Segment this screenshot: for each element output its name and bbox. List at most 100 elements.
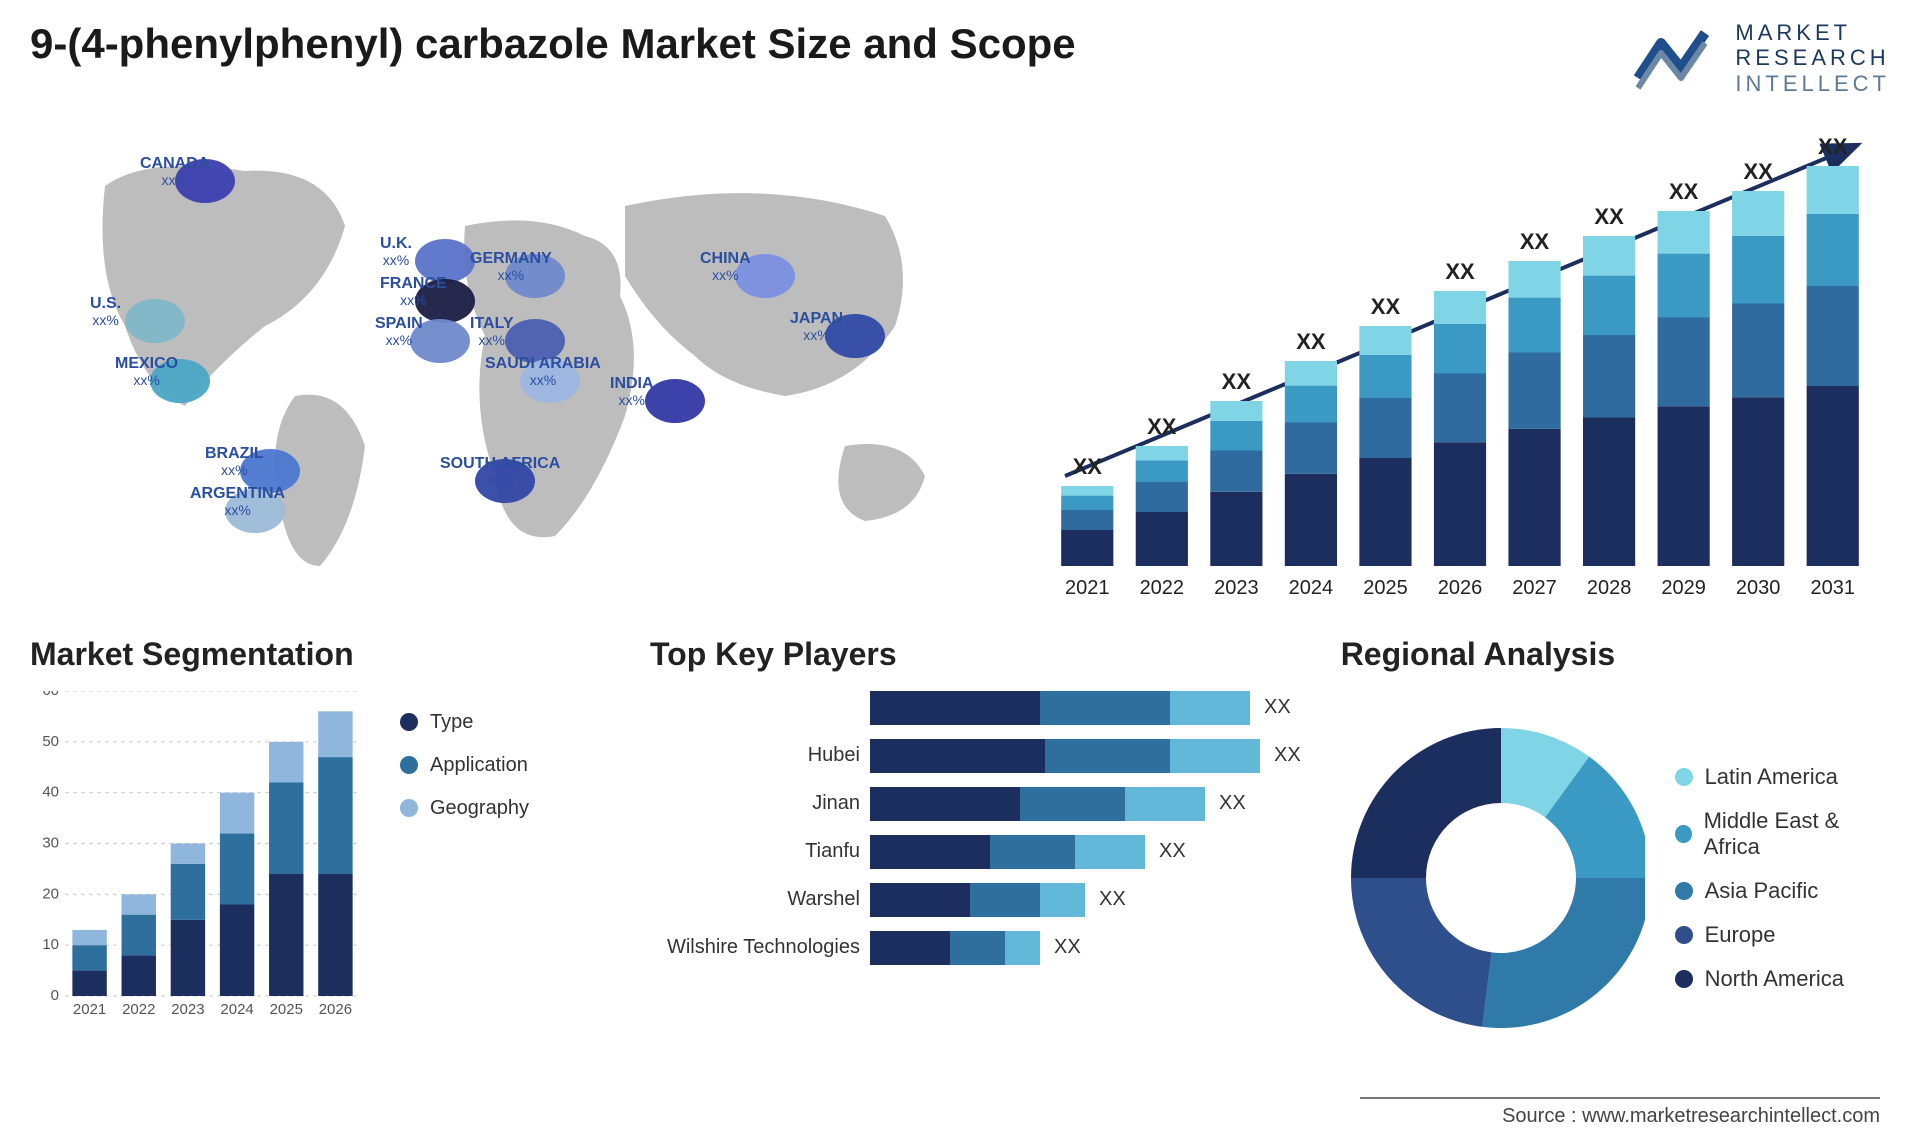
map-label-saudiarabia: SAUDI ARABIAxx% xyxy=(485,356,601,387)
map-label-italy: ITALYxx% xyxy=(470,316,514,347)
svg-text:2021: 2021 xyxy=(73,1001,106,1018)
key-player-bar-segment xyxy=(1170,691,1250,725)
regional-title: Regional Analysis xyxy=(1341,636,1890,673)
regional-legend-item: Middle East & Africa xyxy=(1675,808,1890,860)
legend-label: Asia Pacific xyxy=(1705,878,1819,904)
map-label-germany: GERMANYxx% xyxy=(470,251,552,282)
logo-line-2: RESEARCH xyxy=(1735,45,1890,70)
segmentation-legend-item: Application xyxy=(400,754,529,777)
segmentation-chart: 0102030405060202120222023202420252026 xyxy=(30,691,380,1041)
legend-swatch xyxy=(400,756,418,774)
map-label-canada: CANADAxx% xyxy=(140,156,209,187)
svg-text:50: 50 xyxy=(42,733,59,750)
svg-text:2023: 2023 xyxy=(1214,577,1259,596)
svg-text:2029: 2029 xyxy=(1661,577,1706,596)
svg-text:2022: 2022 xyxy=(1140,577,1185,596)
map-label-mexico: MEXICOxx% xyxy=(115,356,178,387)
svg-text:XX: XX xyxy=(1371,294,1401,319)
svg-text:60: 60 xyxy=(42,691,59,699)
top-row: CANADAxx% U.S.xx% MEXICOxx% BRAZILxx% ARGENT… xyxy=(30,126,1890,596)
map-label-france: FRANCExx% xyxy=(380,276,447,307)
regional-legend: Latin America Middle East & Africa Asia Pa… xyxy=(1675,746,1890,1010)
svg-text:XX: XX xyxy=(1818,134,1848,159)
map-label-argentina: ARGENTINAxx% xyxy=(190,486,285,517)
legend-swatch xyxy=(1675,768,1693,786)
legend-swatch xyxy=(1675,825,1692,843)
legend-label: North America xyxy=(1705,966,1844,992)
key-player-bar-segment xyxy=(1040,691,1170,725)
regional-legend-item: Latin America xyxy=(1675,764,1890,790)
key-player-row: TianfuXX xyxy=(650,835,1301,869)
key-player-bar-segment xyxy=(1170,739,1260,773)
logo: MARKET RESEARCH INTELLECT xyxy=(1633,20,1890,96)
svg-text:XX: XX xyxy=(1744,159,1774,184)
legend-label: Latin America xyxy=(1705,764,1838,790)
key-player-bar-segment xyxy=(1125,787,1205,821)
map-label-us: U.S.xx% xyxy=(90,296,121,327)
svg-text:2025: 2025 xyxy=(1363,577,1408,596)
svg-text:2026: 2026 xyxy=(319,1001,352,1018)
key-player-bar-segment xyxy=(1075,835,1145,869)
key-player-bar-segment xyxy=(990,835,1075,869)
key-player-bar-segment xyxy=(950,931,1005,965)
key-player-label: Hubei xyxy=(650,744,870,767)
svg-text:2024: 2024 xyxy=(220,1001,253,1018)
svg-text:XX: XX xyxy=(1222,369,1252,394)
legend-label: Middle East & Africa xyxy=(1704,808,1890,860)
svg-text:2031: 2031 xyxy=(1810,577,1855,596)
svg-text:2025: 2025 xyxy=(270,1001,303,1018)
key-player-row: Wilshire TechnologiesXX xyxy=(650,931,1301,965)
map-label-spain: SPAINxx% xyxy=(375,316,423,347)
legend-label: Application xyxy=(430,754,528,777)
logo-text: MARKET RESEARCH INTELLECT xyxy=(1735,20,1890,96)
key-player-row: JinanXX xyxy=(650,787,1301,821)
map-label-japan: JAPANxx% xyxy=(790,311,843,342)
main-chart-svg: XX 2021 XX 2022 XX 2023 XX 2024 XX 2025 XX 2026 XX 20… xyxy=(1030,126,1890,596)
legend-label: Geography xyxy=(430,797,529,820)
map-label-southafrica: SOUTH AFRICAxx% xyxy=(440,456,560,487)
svg-text:2024: 2024 xyxy=(1289,577,1334,596)
key-player-bar-segment xyxy=(1040,883,1085,917)
svg-text:XX: XX xyxy=(1594,204,1624,229)
key-player-bar xyxy=(870,787,1205,821)
regional-legend-item: Europe xyxy=(1675,922,1890,948)
key-player-bar xyxy=(870,739,1260,773)
legend-label: Type xyxy=(430,711,473,734)
main-chart: XX 2021 XX 2022 XX 2023 XX 2024 XX 2025 XX 2026 XX 20… xyxy=(1030,126,1890,596)
legend-swatch xyxy=(1675,926,1693,944)
svg-text:2023: 2023 xyxy=(171,1001,204,1018)
regional-legend-item: North America xyxy=(1675,966,1890,992)
svg-text:XX: XX xyxy=(1669,179,1699,204)
svg-text:30: 30 xyxy=(42,834,59,851)
segmentation-legend: Type Application Geography xyxy=(400,691,529,1066)
key-player-bar-segment xyxy=(870,787,1020,821)
svg-text:20: 20 xyxy=(42,885,59,902)
segmentation-panel: Market Segmentation 01020304050602021202… xyxy=(30,636,610,1066)
svg-text:2030: 2030 xyxy=(1736,577,1781,596)
key-player-bar-segment xyxy=(870,739,1045,773)
legend-swatch xyxy=(400,713,418,731)
map-label-brazil: BRAZILxx% xyxy=(205,446,264,477)
source-footer: Source : www.marketresearchintellect.com xyxy=(1360,1097,1880,1128)
legend-swatch xyxy=(1675,970,1693,988)
svg-text:XX: XX xyxy=(1520,229,1550,254)
key-player-bar xyxy=(870,931,1040,965)
key-player-bar-segment xyxy=(970,883,1040,917)
svg-text:2027: 2027 xyxy=(1512,577,1557,596)
svg-text:0: 0 xyxy=(51,987,59,1004)
svg-text:2026: 2026 xyxy=(1438,577,1483,596)
key-player-bar-segment xyxy=(870,883,970,917)
key-player-row: WarshelXX xyxy=(650,883,1301,917)
svg-text:2021: 2021 xyxy=(1065,577,1110,596)
map-label-uk: U.K.xx% xyxy=(380,236,412,267)
key-player-bar xyxy=(870,835,1145,869)
key-player-label: Wilshire Technologies xyxy=(650,936,870,959)
map-label-india: INDIAxx% xyxy=(610,376,654,407)
svg-text:40: 40 xyxy=(42,784,59,801)
world-map: CANADAxx% U.S.xx% MEXICOxx% BRAZILxx% ARGENT… xyxy=(30,126,1000,596)
key-players-panel: Top Key Players XXHubeiXXJinanXXTianfuXX… xyxy=(650,636,1301,1066)
key-player-value: XX xyxy=(1274,744,1301,767)
svg-text:XX: XX xyxy=(1147,414,1177,439)
svg-text:XX: XX xyxy=(1073,454,1103,479)
legend-swatch xyxy=(400,799,418,817)
